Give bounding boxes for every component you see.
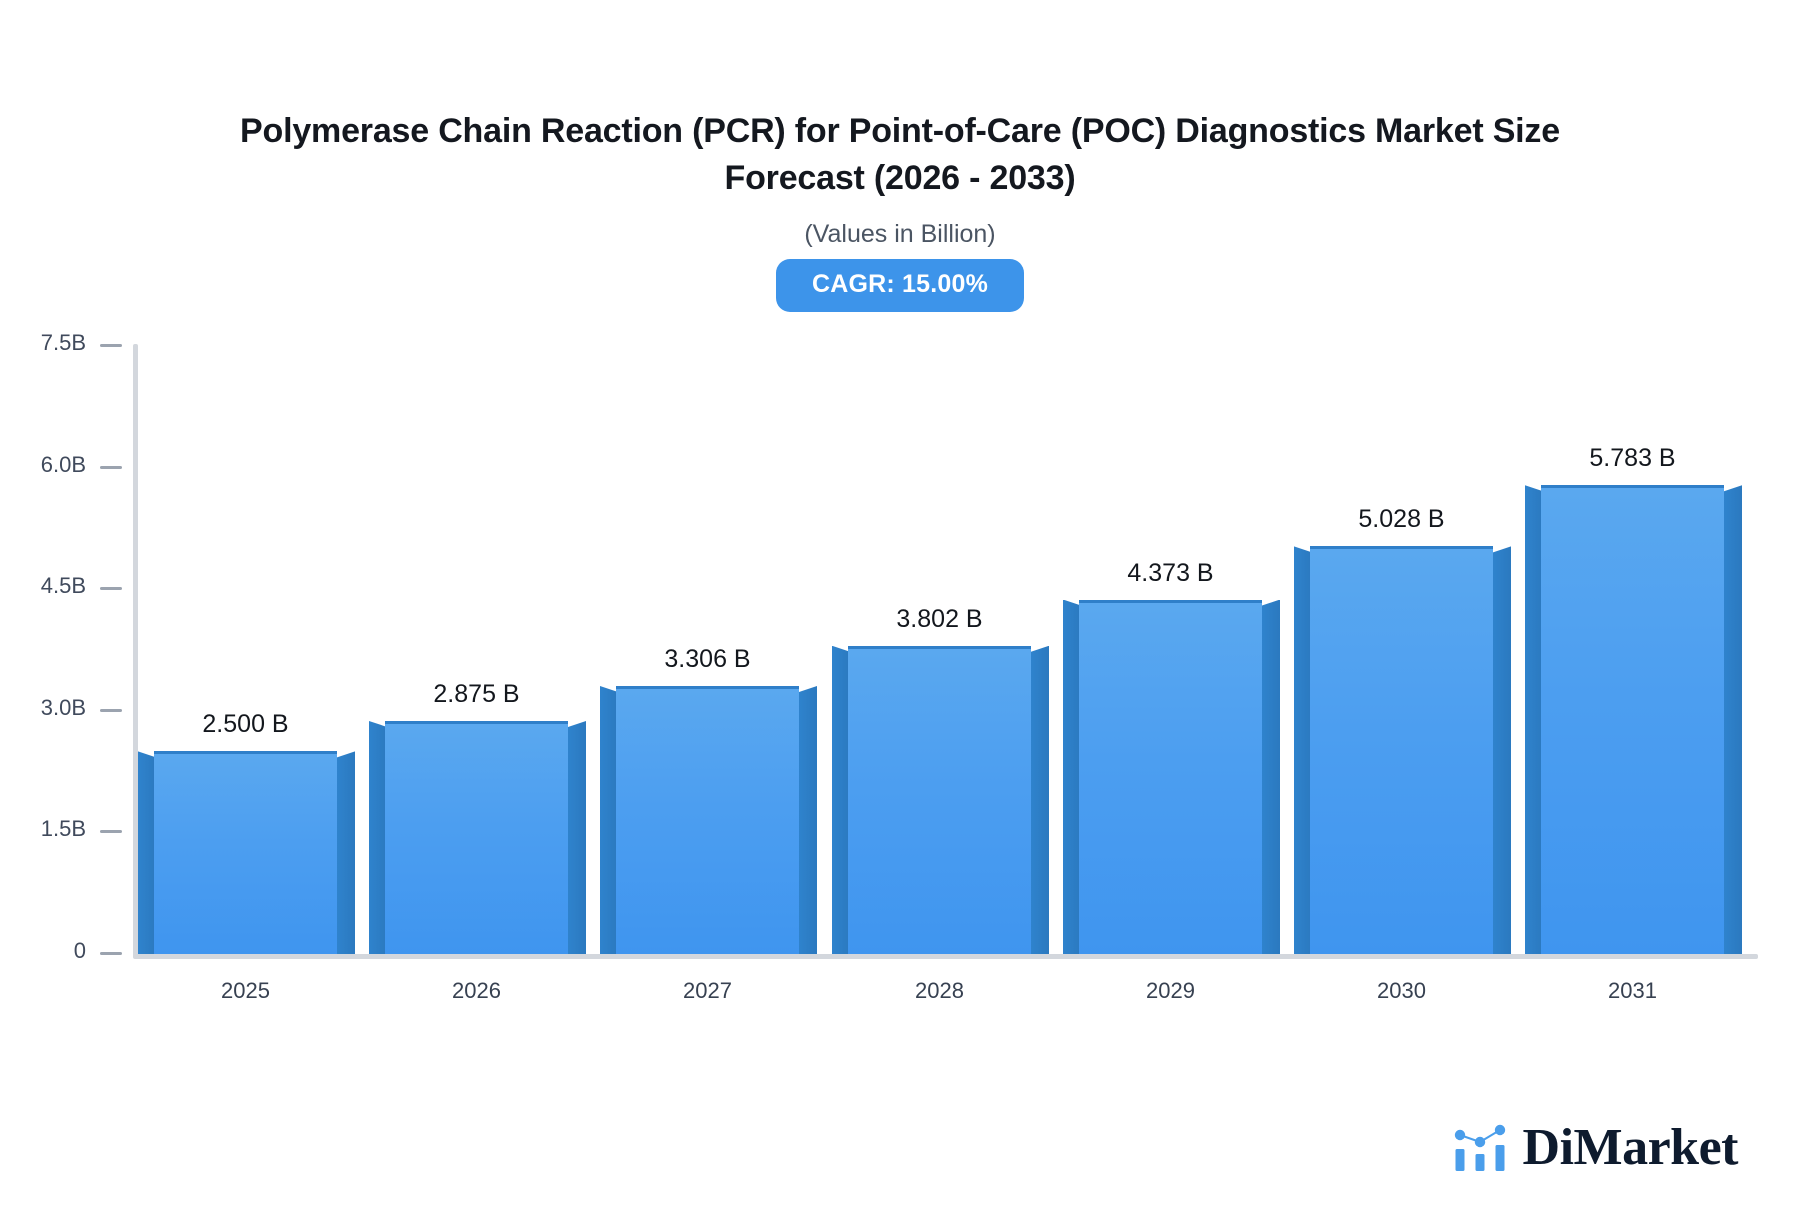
bar-side-face-left [369,720,387,954]
y-axis-tick-label: 0 [73,938,86,963]
bar-chart-logo-icon [1454,1124,1505,1171]
bar-side-face-right [337,751,355,954]
x-axis-category-label: 2026 [452,978,501,1003]
x-axis-category-label: 2030 [1377,978,1426,1003]
y-axis-tick-label: 3.0B [40,694,86,720]
bar-shape [832,645,1049,954]
y-axis-tick-label: 4.5B [40,573,86,599]
bar-value-label: 2.500 B [202,710,289,739]
bar-column[interactable]: 3.306 B 2027 [600,645,817,1212]
y-axis-tick-mark [100,830,122,834]
cagr-badge: CAGR: 15.00% [775,258,1025,312]
bar-side-face-right [1031,645,1049,954]
dimarket-logo: DiMarket [1453,1119,1739,1176]
bar-side-face-right [1262,599,1280,954]
bar-side-face-left [1294,546,1312,954]
y-axis-tick-mark [100,952,122,955]
bar-value-label: 5.028 B [1358,505,1445,534]
bar-side-face-right [1724,485,1742,954]
logo-wordmark: DiMarket [1522,1119,1739,1176]
bar-front-face [616,686,799,954]
bar-side-face-left [1525,485,1543,954]
y-axis-tick-mark [100,587,122,591]
bar-shape [600,686,817,954]
bar-front-face [385,720,568,954]
bar-column[interactable]: 4.373 B 2029 [1063,559,1280,1212]
x-axis-category-label: 2029 [1146,978,1195,1003]
bar-shape [1294,546,1511,954]
bar-column[interactable]: 5.783 B 2031 [1525,444,1742,1212]
bar-side-face-right [1493,546,1511,954]
bar-side-face-left [138,751,156,954]
bar-side-face-left [1063,599,1081,954]
bar-side-face-left [832,645,850,954]
bar-value-label: 3.802 B [896,604,983,633]
bar-side-face-left [600,686,618,954]
bar-value-label: 4.373 B [1127,558,1214,587]
x-axis-category-label: 2025 [221,978,270,1003]
bar-front-face [848,645,1031,954]
page-title: Polymerase Chain Reaction (PCR) for Poin… [240,112,1560,197]
cagr-badge-container: CAGR: 15.00% [0,258,1800,312]
bar-front-face [1079,599,1262,954]
y-axis-tick-label: 1.5B [40,816,86,842]
chart-header: Polymerase Chain Reaction (PCR) for Poin… [0,0,1800,312]
bar-side-face-right [568,720,586,954]
bar-value-label: 5.783 B [1589,444,1676,473]
y-axis-tick-mark [100,708,122,712]
y-axis-tick-mark [100,344,122,347]
bar-column[interactable]: 2.500 B 2025 [138,710,355,1212]
x-axis-category-label: 2028 [915,978,964,1003]
bar-shape [1063,599,1280,954]
bar-front-face [1310,546,1493,954]
x-axis-category-label: 2031 [1608,978,1657,1003]
bar-front-face [1541,485,1724,954]
bar-shape [138,751,355,954]
bar-column[interactable]: 3.802 B 2028 [832,605,1049,1212]
bar-value-label: 3.306 B [664,645,751,673]
y-axis-tick-label: 6.0B [40,451,86,477]
bar-column[interactable]: 5.028 B 2030 [1294,505,1511,1212]
bar-side-face-right [799,686,817,954]
bar-column[interactable]: 2.875 B 2026 [369,680,586,1212]
bar-shape [1525,485,1742,954]
y-axis-tick-mark [100,465,122,469]
x-axis-category-label: 2027 [683,978,732,1003]
y-axis-line [133,344,138,958]
chart-subtitle: (Values in Billion) [804,219,996,248]
bar-front-face [154,751,337,954]
y-axis-tick-label: 7.5B [40,330,86,355]
bar-shape [369,720,586,954]
bar-value-label: 2.875 B [433,679,520,708]
x-axis-line [133,954,1758,959]
